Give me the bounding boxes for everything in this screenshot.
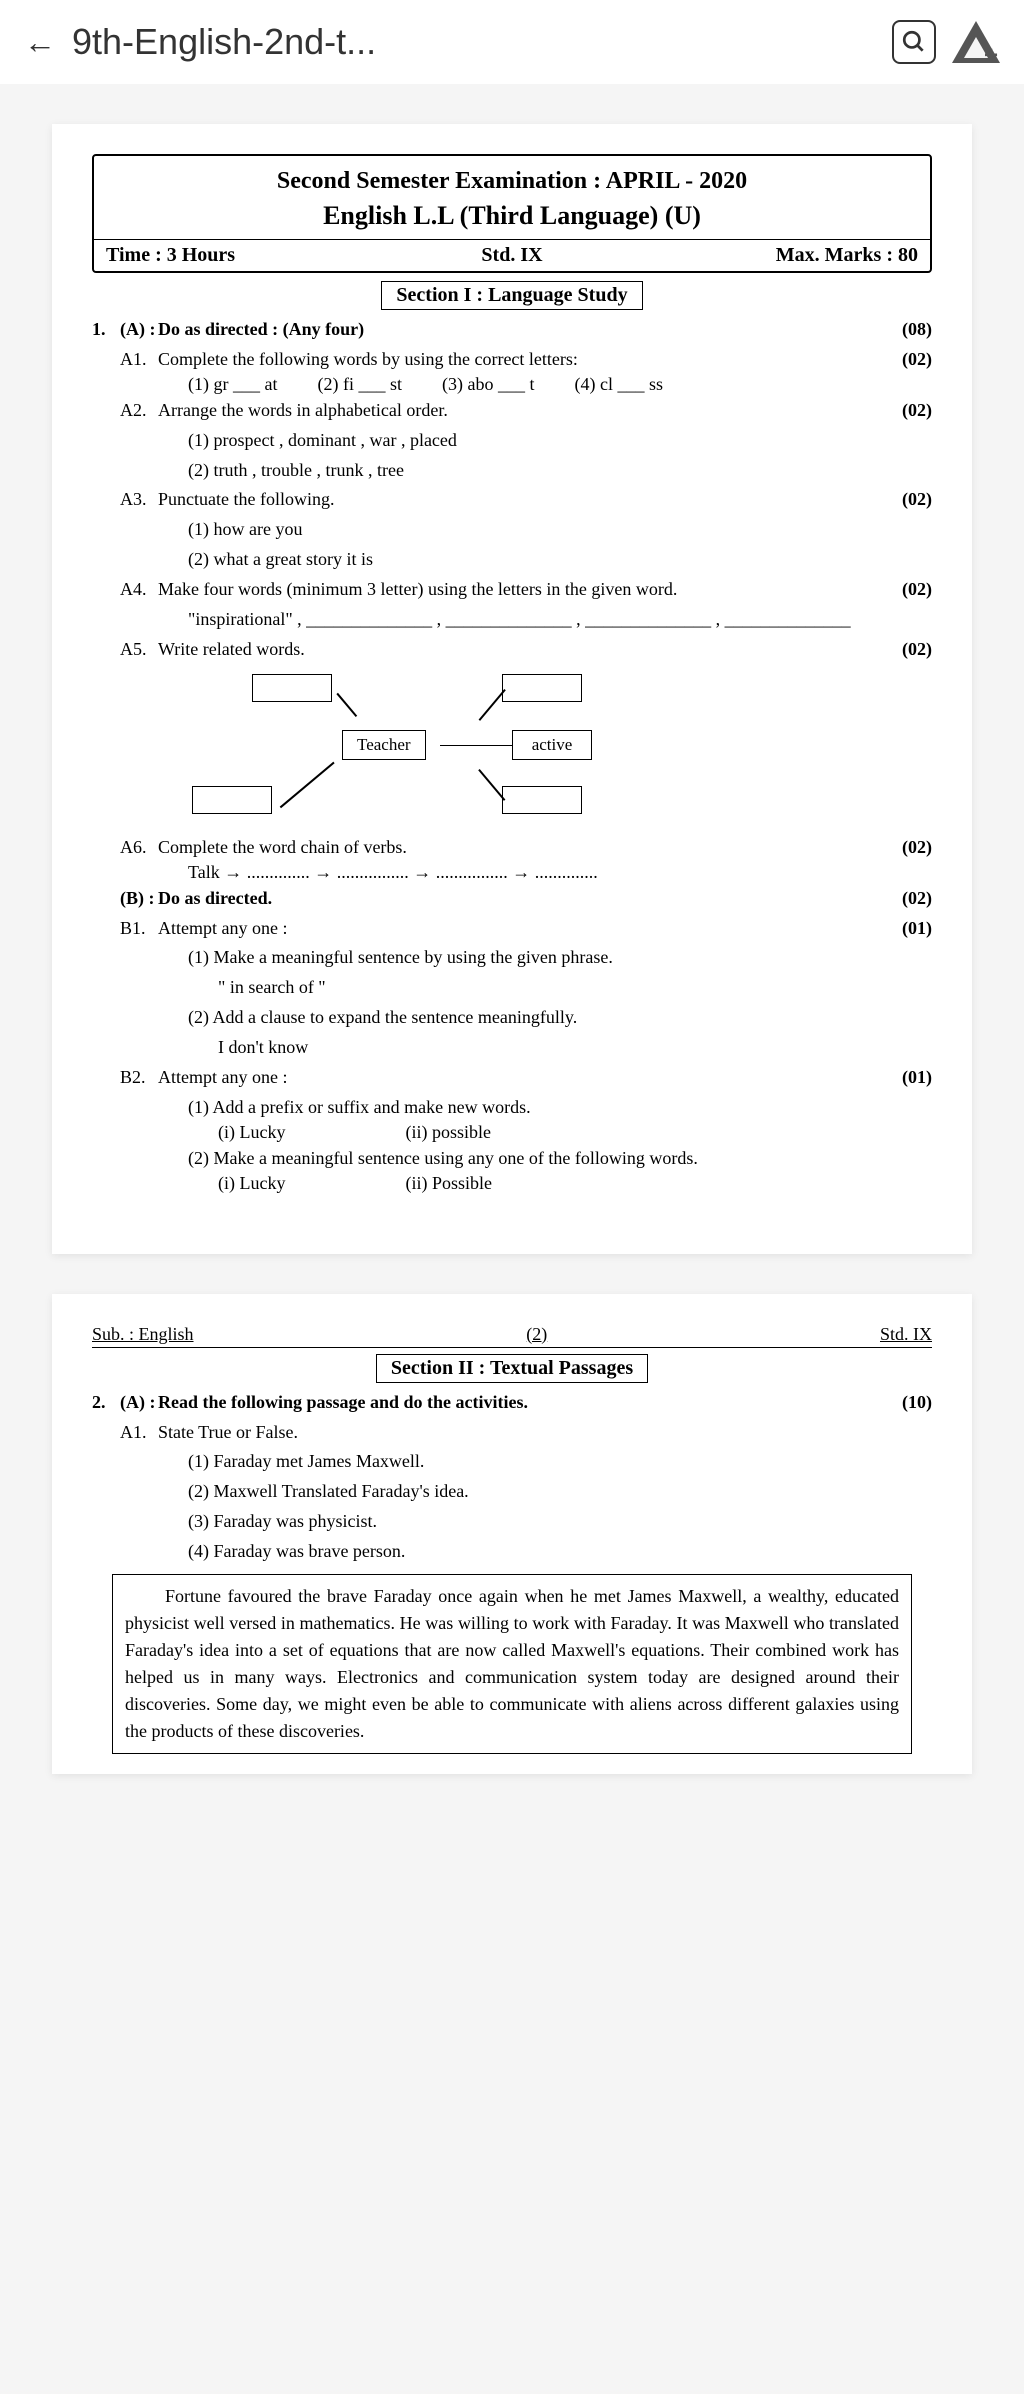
exam-max-marks: Max. Marks : 80	[636, 240, 930, 271]
q1-a3-1: (1) how are you	[92, 516, 932, 544]
q1-a4: A4. Make four words (minimum 3 letter) u…	[92, 576, 932, 604]
q1-a3: A3. Punctuate the following. (02)	[92, 486, 932, 514]
page2-std: Std. IX	[880, 1324, 932, 1345]
page-1: Second Semester Examination : APRIL - 20…	[52, 124, 972, 1254]
document-viewport: Second Semester Examination : APRIL - 20…	[0, 84, 1024, 1854]
exam-title: Second Semester Examination : APRIL - 20…	[94, 164, 930, 199]
page2-header: Sub. : English (2) Std. IX	[92, 1324, 932, 1348]
diag-box-tr	[502, 674, 582, 702]
diag-box-right: active	[512, 730, 592, 760]
exam-std: Std. IX	[388, 240, 637, 271]
q2-a1-4: (4) Faraday was brave person.	[92, 1538, 932, 1566]
q1-b-heading: (B) : Do as directed. (02)	[92, 885, 932, 913]
q1-b1-1a: " in search of "	[92, 974, 932, 1002]
diag-box-center: Teacher	[342, 730, 426, 760]
q1-b1: B1. Attempt any one : (01)	[92, 915, 932, 943]
exam-info-row: Time : 3 Hours Std. IX Max. Marks : 80	[94, 239, 930, 271]
q1-a1: A1. Complete the following words by usin…	[92, 346, 932, 374]
drive-plus-icon[interactable]: +	[952, 21, 1000, 63]
q1-b1-1: (1) Make a meaningful sentence by using …	[92, 944, 932, 972]
app-header: ← 9th-English-2nd-t... +	[0, 0, 1024, 84]
q1-b2-1-items: (i) Lucky (ii) possible	[92, 1122, 932, 1143]
page2-subject: Sub. : English	[92, 1324, 194, 1345]
diag-box-tl	[252, 674, 332, 702]
q2-a1: A1. State True or False.	[92, 1419, 932, 1447]
q1-b1-2a: I don't know	[92, 1034, 932, 1062]
q1-a1-items: (1) gr ___ at (2) fi ___ st (3) abo ___ …	[92, 374, 932, 395]
q1-a4-word: "inspirational" , ______________ , _____…	[92, 606, 932, 634]
diag-box-br	[502, 786, 582, 814]
passage-text: Fortune favoured the brave Faraday once …	[125, 1583, 899, 1745]
file-title: 9th-English-2nd-t...	[72, 21, 876, 63]
q1-a6: A6. Complete the word chain of verbs. (0…	[92, 834, 932, 862]
q2-a1-3: (3) Faraday was physicist.	[92, 1508, 932, 1536]
q1-b1-2: (2) Add a clause to expand the sentence …	[92, 1004, 932, 1032]
page-2: Sub. : English (2) Std. IX Section II : …	[52, 1294, 972, 1774]
q1-a2-1: (1) prospect , dominant , war , placed	[92, 427, 932, 455]
back-icon[interactable]: ←	[24, 24, 56, 61]
search-icon[interactable]	[892, 20, 936, 64]
q1-b2: B2. Attempt any one : (01)	[92, 1064, 932, 1092]
passage-box: Fortune favoured the brave Faraday once …	[112, 1574, 912, 1754]
diag-box-bl	[192, 786, 272, 814]
q1-b2-2-items: (i) Lucky (ii) Possible	[92, 1173, 932, 1194]
section-2-title: Section II : Textual Passages	[92, 1354, 932, 1383]
word-web-diagram: Teacher active	[192, 674, 712, 824]
q2-a1-2: (2) Maxwell Translated Faraday's idea.	[92, 1478, 932, 1506]
exam-header-box: Second Semester Examination : APRIL - 20…	[92, 154, 932, 273]
page2-number: (2)	[194, 1324, 880, 1345]
q1-a2-2: (2) truth , trouble , trunk , tree	[92, 457, 932, 485]
q1-a5: A5. Write related words. (02)	[92, 636, 932, 664]
q1-a6-chain: Talk → .............. → ................…	[92, 862, 932, 883]
q1-b2-1: (1) Add a prefix or suffix and make new …	[92, 1094, 932, 1122]
exam-time: Time : 3 Hours	[94, 240, 388, 271]
q1-a-heading: 1. (A) : Do as directed : (Any four) (08…	[92, 316, 932, 344]
q2-a1-1: (1) Faraday met James Maxwell.	[92, 1448, 932, 1476]
q2-a-heading: 2. (A) : Read the following passage and …	[92, 1389, 932, 1417]
section-1-title: Section I : Language Study	[92, 281, 932, 310]
q1-a3-2: (2) what a great story it is	[92, 546, 932, 574]
exam-subtitle: English L.L (Third Language) (U)	[94, 199, 930, 239]
q1-b2-2: (2) Make a meaningful sentence using any…	[92, 1145, 932, 1173]
q1-a2: A2. Arrange the words in alphabetical or…	[92, 397, 932, 425]
